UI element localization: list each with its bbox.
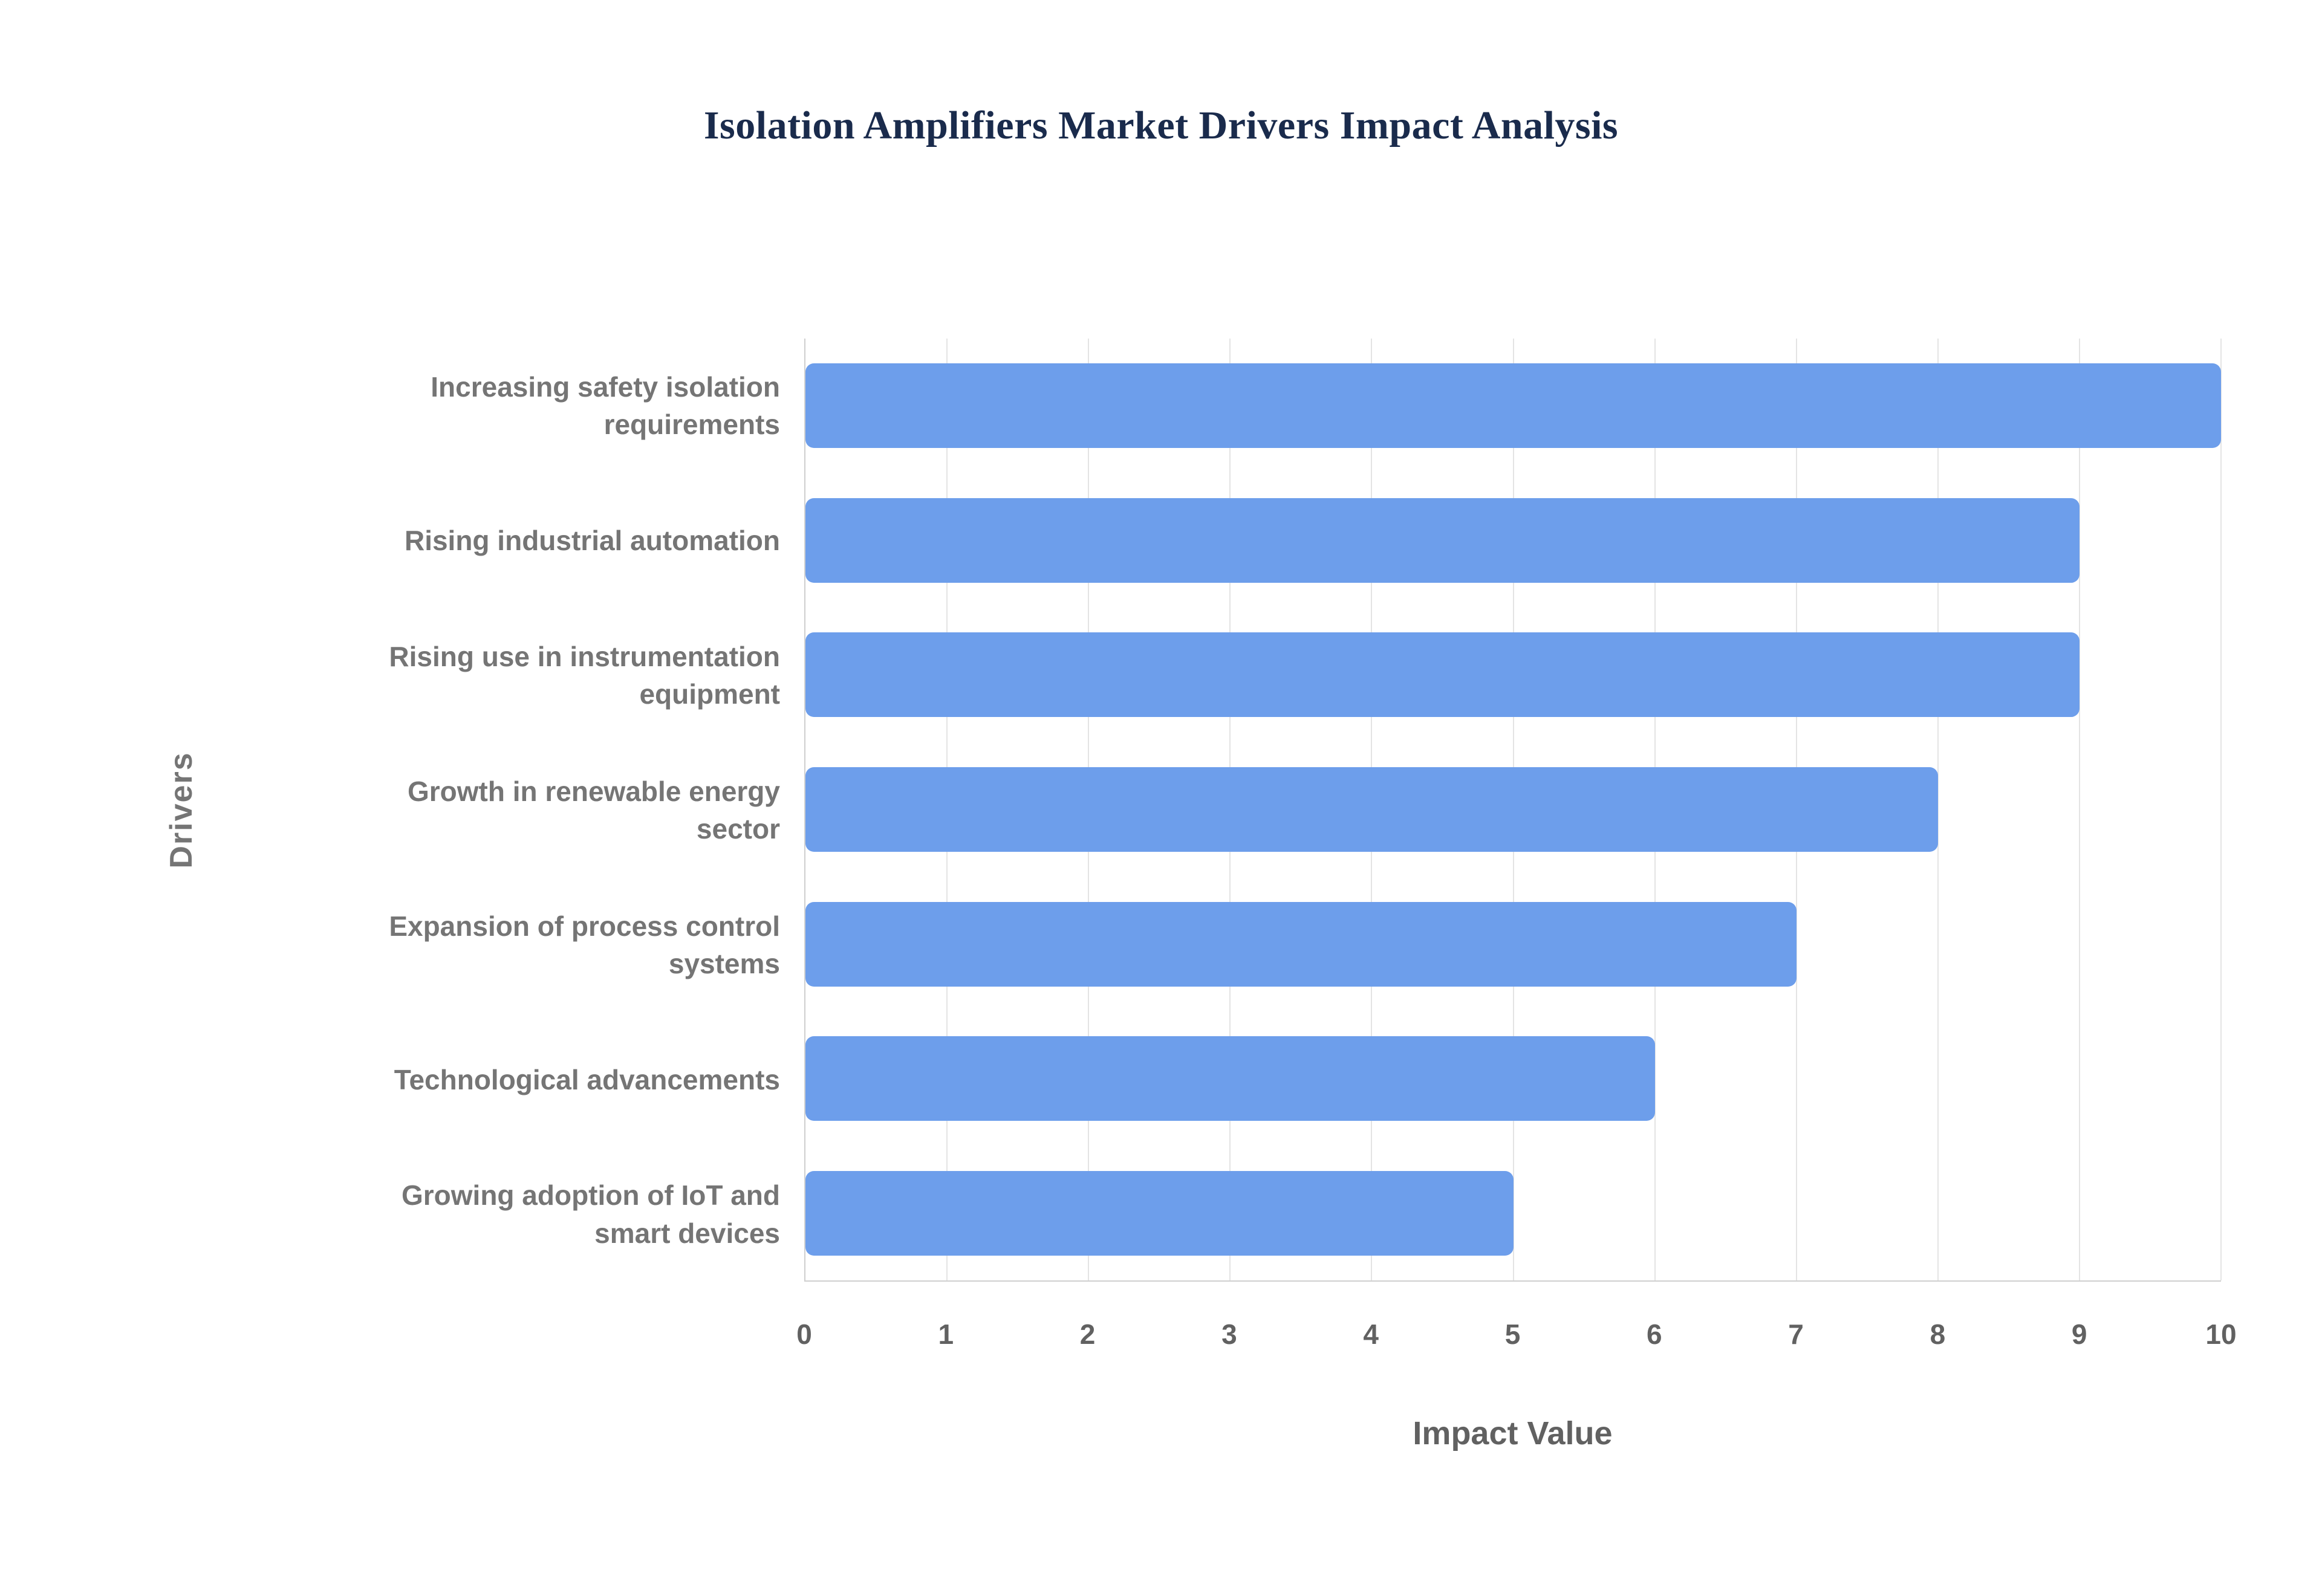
category-label: Rising industrial automation <box>314 473 780 608</box>
bar-row <box>805 742 2221 877</box>
category-labels: Increasing safety isolation requirements… <box>314 339 780 1282</box>
category-label: Growing adoption of IoT and smart device… <box>314 1147 780 1282</box>
bar <box>805 498 2080 583</box>
category-label-text: Expansion of process control systems <box>389 910 780 979</box>
bar-row <box>805 1011 2221 1146</box>
bar <box>805 363 2221 449</box>
bar-row <box>805 339 2221 473</box>
bar <box>805 1170 1514 1256</box>
x-tick-label: 9 <box>2071 1319 2087 1350</box>
x-tick-label: 3 <box>1221 1319 1237 1350</box>
y-axis-title: Drivers <box>164 751 199 869</box>
bars <box>805 339 2221 1280</box>
category-label-text: Increasing safety isolation requirements <box>431 371 780 441</box>
category-label: Increasing safety isolation requirements <box>314 339 780 473</box>
x-tick-label: 4 <box>1363 1319 1379 1350</box>
x-tick-label: 5 <box>1504 1319 1521 1350</box>
category-label-text: Growing adoption of IoT and smart device… <box>401 1179 780 1249</box>
category-label: Expansion of process control systems <box>314 877 780 1012</box>
bar-row <box>805 608 2221 742</box>
x-axis-title: Impact Value <box>1413 1415 1613 1452</box>
x-tick-label: 6 <box>1647 1319 1662 1350</box>
bar-row <box>805 1146 2221 1280</box>
bar-row <box>805 877 2221 1011</box>
x-tick-label: 7 <box>1788 1319 1804 1350</box>
chart-title: Isolation Amplifiers Market Drivers Impa… <box>703 103 1619 148</box>
x-tick-label: 0 <box>796 1319 812 1350</box>
category-label: Technological advancements <box>314 1012 780 1147</box>
category-label-text: Technological advancements <box>394 1063 780 1095</box>
bar-row <box>805 473 2221 608</box>
x-tick-label: 10 <box>2205 1319 2237 1350</box>
category-label: Rising use in instrumentation equipment <box>314 608 780 743</box>
category-label-text: Rising industrial automation <box>404 525 780 557</box>
x-axis-ticks: 0 1 2 3 4 5 6 7 8 9 10 <box>796 1318 2236 1354</box>
bar <box>805 901 1797 987</box>
bar <box>805 632 2080 718</box>
plot-area <box>804 339 2222 1282</box>
x-tick-label: 2 <box>1079 1319 1096 1350</box>
category-label: Growth in renewable energy sector <box>314 743 780 878</box>
category-label-text: Growth in renewable energy sector <box>407 775 780 845</box>
category-label-text: Rising use in instrumentation equipment <box>389 641 780 710</box>
bar <box>805 1036 1655 1121</box>
x-tick-label: 1 <box>938 1319 954 1350</box>
x-tick-label: 8 <box>1930 1319 1946 1350</box>
bar <box>805 767 1938 852</box>
